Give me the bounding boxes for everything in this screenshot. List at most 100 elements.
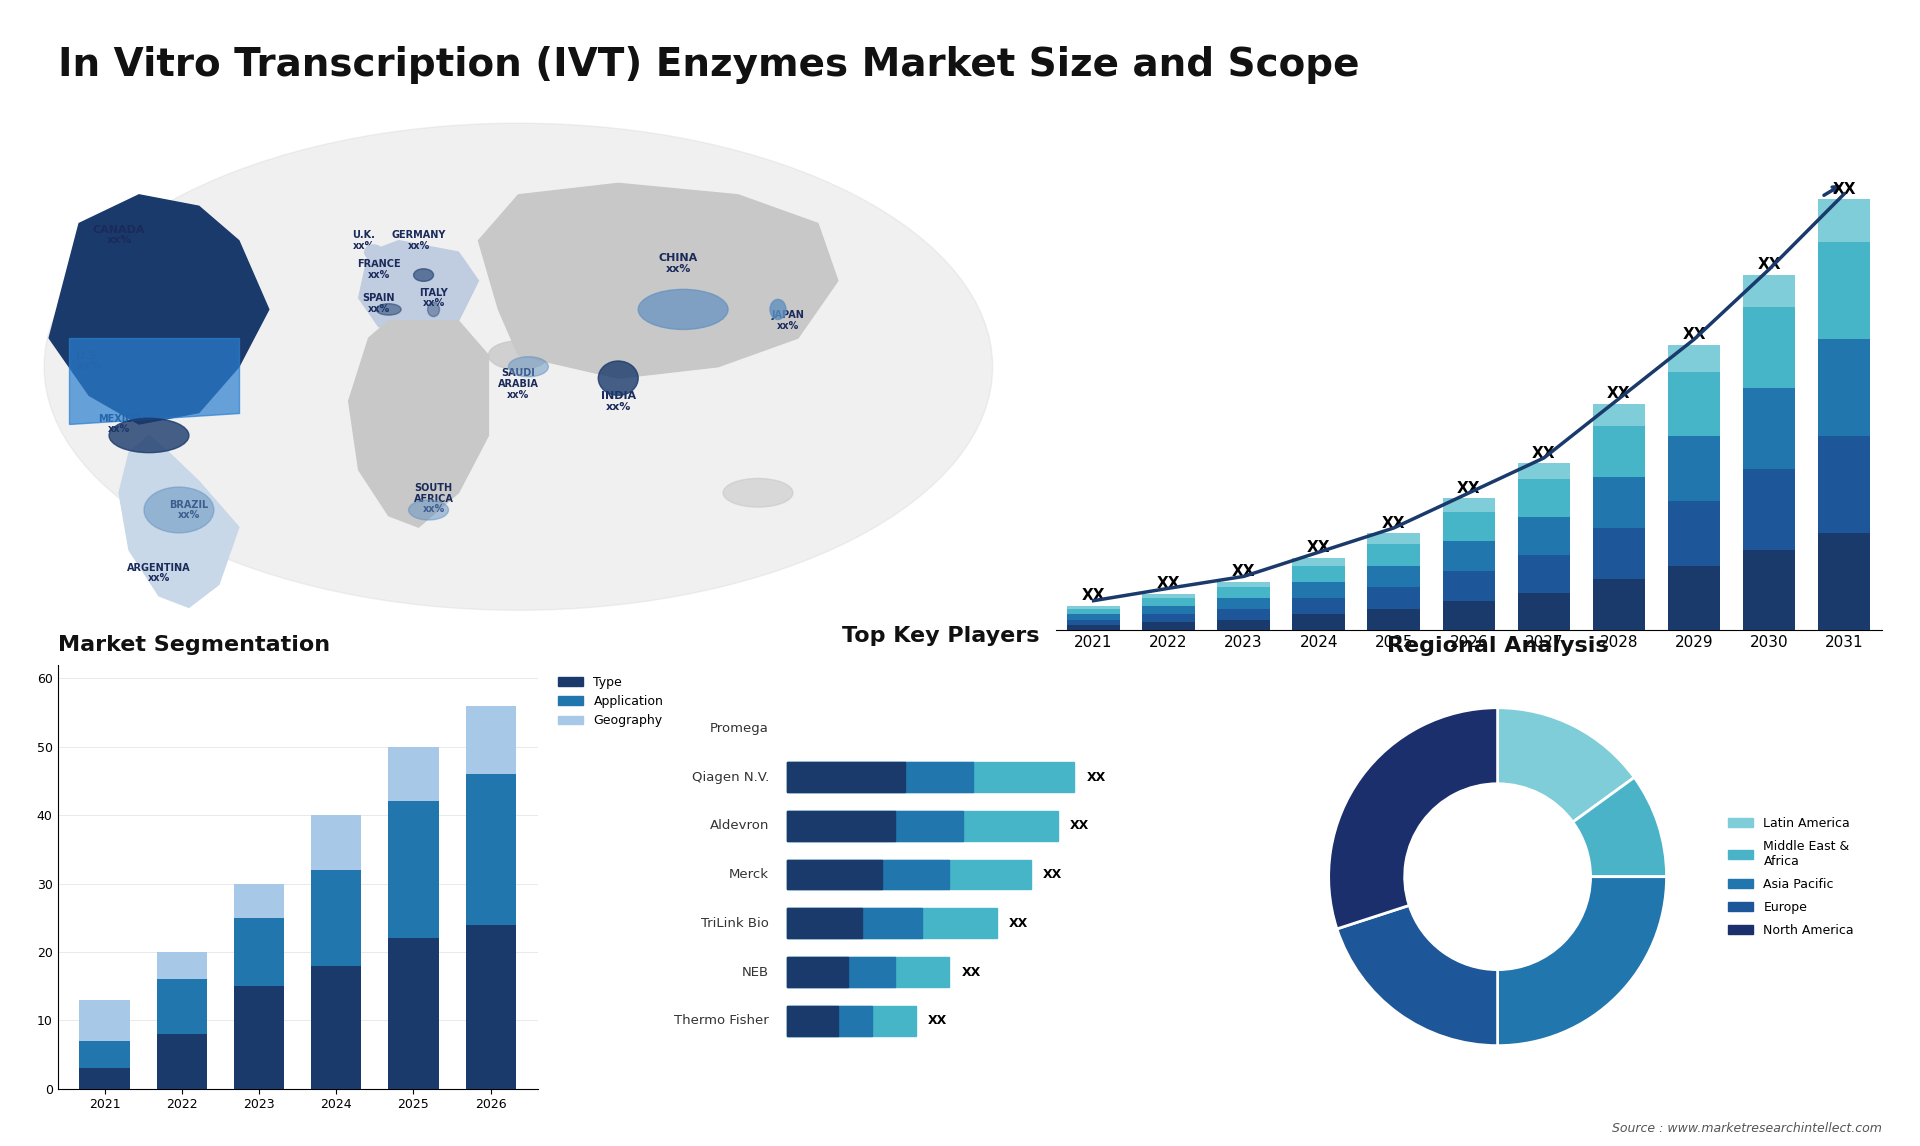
Bar xyxy=(234,918,284,986)
Bar xyxy=(1292,558,1344,566)
Polygon shape xyxy=(1615,40,1743,120)
Text: SPAIN
xx%: SPAIN xx% xyxy=(363,293,396,314)
Bar xyxy=(1292,582,1344,598)
Text: CANADA
xx%: CANADA xx% xyxy=(92,225,146,245)
Bar xyxy=(787,1006,837,1036)
Bar xyxy=(1068,606,1119,609)
Bar xyxy=(1743,387,1795,469)
Bar xyxy=(157,1034,207,1089)
Bar xyxy=(1818,437,1870,533)
Bar xyxy=(1068,609,1119,614)
Text: XX: XX xyxy=(1158,576,1181,591)
Ellipse shape xyxy=(376,304,401,315)
Text: XX: XX xyxy=(1832,182,1857,197)
Bar xyxy=(1142,594,1194,598)
Text: INTELLECT: INTELLECT xyxy=(1755,99,1812,108)
Ellipse shape xyxy=(44,124,993,610)
Bar xyxy=(1743,549,1795,630)
Text: JAPAN
xx%: JAPAN xx% xyxy=(772,311,804,331)
Bar xyxy=(787,860,948,889)
Text: ARGENTINA
xx%: ARGENTINA xx% xyxy=(127,563,190,583)
Bar xyxy=(1517,517,1571,555)
Text: XX: XX xyxy=(1757,257,1780,272)
Bar xyxy=(1217,609,1269,620)
Bar xyxy=(465,925,516,1089)
Text: U.S.
xx%: U.S. xx% xyxy=(77,351,102,371)
Bar xyxy=(1668,566,1720,630)
Text: Aldevron: Aldevron xyxy=(708,819,768,832)
Bar xyxy=(1442,499,1496,512)
Bar xyxy=(1142,614,1194,622)
Text: ITALY
xx%: ITALY xx% xyxy=(419,288,447,308)
Text: In Vitro Transcription (IVT) Enzymes Market Size and Scope: In Vitro Transcription (IVT) Enzymes Mar… xyxy=(58,46,1359,84)
Wedge shape xyxy=(1572,777,1667,877)
Text: XX: XX xyxy=(962,966,981,979)
Bar xyxy=(787,811,895,841)
Text: GERMANY
xx%: GERMANY xx% xyxy=(392,230,445,251)
Bar xyxy=(1743,275,1795,307)
Bar xyxy=(1592,477,1645,528)
Bar xyxy=(1668,345,1720,371)
Bar xyxy=(1442,541,1496,571)
Text: Market Segmentation: Market Segmentation xyxy=(58,635,330,654)
Ellipse shape xyxy=(509,356,549,377)
Text: XX: XX xyxy=(1081,588,1106,603)
Bar xyxy=(787,957,895,987)
Bar xyxy=(1818,339,1870,437)
Bar xyxy=(79,999,131,1041)
Wedge shape xyxy=(1329,708,1498,929)
Ellipse shape xyxy=(637,290,728,330)
Text: RESEARCH: RESEARCH xyxy=(1755,76,1812,85)
Bar xyxy=(1367,533,1421,544)
Text: XX: XX xyxy=(1233,564,1256,579)
Bar xyxy=(79,1068,131,1089)
Text: MARKET: MARKET xyxy=(1755,53,1801,62)
Title: Top Key Players: Top Key Players xyxy=(843,627,1039,646)
Polygon shape xyxy=(349,321,488,527)
Text: FRANCE
xx%: FRANCE xx% xyxy=(357,259,401,280)
Text: XX: XX xyxy=(1308,540,1331,555)
Bar xyxy=(1442,512,1496,541)
Bar xyxy=(1292,614,1344,630)
Bar xyxy=(787,909,862,939)
Polygon shape xyxy=(359,241,478,338)
Bar xyxy=(465,706,516,774)
Bar xyxy=(1818,533,1870,630)
Bar xyxy=(1292,566,1344,582)
Text: TriLink Bio: TriLink Bio xyxy=(701,917,768,929)
Bar xyxy=(1068,625,1119,630)
Bar xyxy=(1668,437,1720,501)
Bar xyxy=(787,762,906,792)
Title: Regional Analysis: Regional Analysis xyxy=(1386,636,1609,656)
Bar xyxy=(787,811,1058,841)
Bar xyxy=(1217,587,1269,598)
Polygon shape xyxy=(119,435,238,607)
Bar xyxy=(1292,598,1344,614)
Text: XX: XX xyxy=(1607,386,1630,401)
Text: CHINA
xx%: CHINA xx% xyxy=(659,253,697,274)
Bar xyxy=(388,939,438,1089)
Legend: Latin America, Middle East &
Africa, Asia Pacific, Europe, North America: Latin America, Middle East & Africa, Asi… xyxy=(1724,811,1859,942)
Text: XX: XX xyxy=(927,1014,947,1027)
Bar xyxy=(1818,243,1870,339)
Bar xyxy=(388,801,438,939)
Bar xyxy=(234,986,284,1089)
Polygon shape xyxy=(50,195,269,424)
Bar xyxy=(787,957,948,987)
Bar xyxy=(1517,463,1571,479)
Bar xyxy=(1068,620,1119,625)
Bar xyxy=(311,966,361,1089)
Wedge shape xyxy=(1498,708,1634,822)
Polygon shape xyxy=(478,183,837,378)
Bar xyxy=(1142,606,1194,614)
Bar xyxy=(1217,598,1269,609)
Ellipse shape xyxy=(428,303,440,316)
Text: SOUTH
AFRICA
xx%: SOUTH AFRICA xx% xyxy=(413,482,453,515)
Text: XX: XX xyxy=(1382,516,1405,531)
Text: MEXICO
xx%: MEXICO xx% xyxy=(98,414,140,434)
Bar xyxy=(1592,528,1645,579)
Bar xyxy=(1142,598,1194,606)
Bar xyxy=(465,774,516,925)
Ellipse shape xyxy=(724,478,793,507)
Bar xyxy=(1367,587,1421,609)
